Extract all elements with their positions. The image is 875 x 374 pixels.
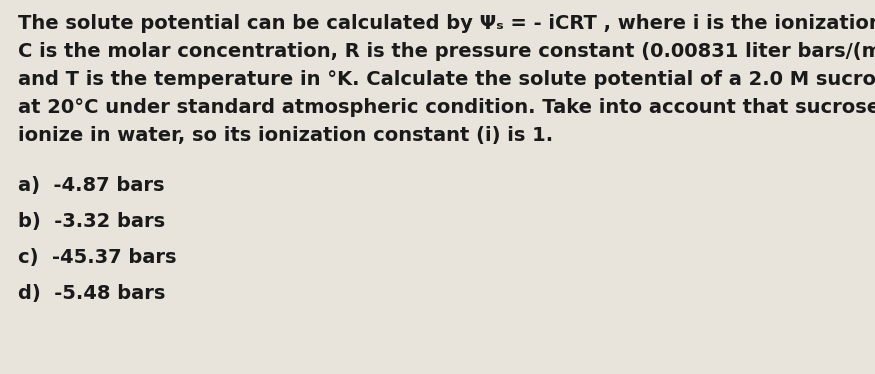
Text: The solute potential can be calculated by Ψₛ = - iCRT , where i is the ionizatio: The solute potential can be calculated b… [18, 14, 875, 33]
Text: d)  -5.48 bars: d) -5.48 bars [18, 284, 165, 303]
Text: C is the molar concentration, R is the pressure constant (0.00831 liter bars/(mo: C is the molar concentration, R is the p… [18, 42, 875, 61]
Text: and T is the temperature in °K. Calculate the solute potential of a 2.0 M sucros: and T is the temperature in °K. Calculat… [18, 70, 875, 89]
Text: ionize in water, so its ionization constant (i) is 1.: ionize in water, so its ionization const… [18, 126, 553, 145]
Text: at 20°C under standard atmospheric condition. Take into account that sucrose doe: at 20°C under standard atmospheric condi… [18, 98, 875, 117]
Text: a)  -4.87 bars: a) -4.87 bars [18, 176, 164, 195]
Text: b)  -3.32 bars: b) -3.32 bars [18, 212, 165, 231]
Text: c)  -45.37 bars: c) -45.37 bars [18, 248, 177, 267]
